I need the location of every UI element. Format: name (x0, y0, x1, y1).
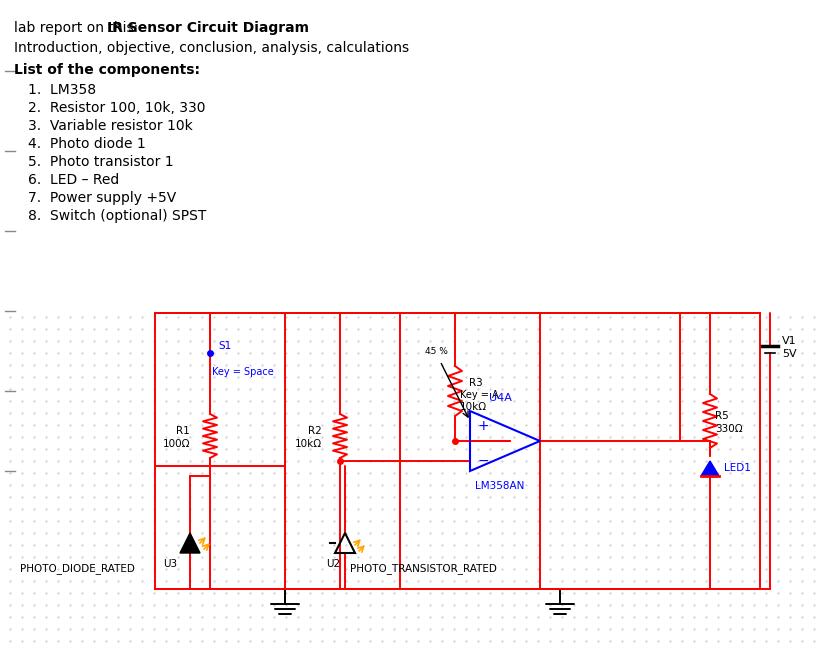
Text: 8.  Switch (optional) SPST: 8. Switch (optional) SPST (28, 209, 206, 223)
Text: R3: R3 (469, 378, 482, 388)
Text: LM358AN: LM358AN (474, 481, 524, 491)
Text: 100Ω: 100Ω (162, 439, 190, 449)
Text: −: − (478, 454, 489, 468)
Text: Introduction, objective, conclusion, analysis, calculations: Introduction, objective, conclusion, ana… (14, 41, 409, 55)
Text: 45 %: 45 % (425, 347, 447, 356)
Polygon shape (700, 461, 718, 476)
Text: List of the components:: List of the components: (14, 63, 200, 77)
Text: Key = A: Key = A (460, 390, 498, 400)
Text: 3.  Variable resistor 10k: 3. Variable resistor 10k (28, 119, 193, 133)
Text: PHOTO_DIODE_RATED: PHOTO_DIODE_RATED (20, 563, 135, 574)
Text: 7.  Power supply +5V: 7. Power supply +5V (28, 191, 176, 205)
Text: 6.  LED – Red: 6. LED – Red (28, 173, 119, 187)
Text: 2.  Resistor 100, 10k, 330: 2. Resistor 100, 10k, 330 (28, 101, 205, 115)
Text: 5V: 5V (781, 349, 796, 359)
Text: V1: V1 (781, 336, 796, 346)
Text: 4.  Photo diode 1: 4. Photo diode 1 (28, 137, 146, 151)
Text: U3: U3 (163, 559, 177, 569)
Text: 5.  Photo transistor 1: 5. Photo transistor 1 (28, 155, 173, 169)
Text: S1: S1 (218, 341, 231, 351)
Text: 330Ω: 330Ω (714, 424, 742, 434)
Text: R2: R2 (308, 426, 321, 436)
Text: +: + (478, 419, 489, 433)
Text: U4A: U4A (488, 393, 511, 403)
Polygon shape (180, 533, 200, 553)
Text: 10kΩ: 10kΩ (460, 402, 487, 412)
Text: LED1: LED1 (723, 463, 750, 473)
Text: U2: U2 (325, 559, 339, 569)
Text: 1.  LM358: 1. LM358 (28, 83, 96, 97)
Text: PHOTO_TRANSISTOR_RATED: PHOTO_TRANSISTOR_RATED (349, 563, 496, 574)
Text: IR Sensor Circuit Diagram: IR Sensor Circuit Diagram (107, 21, 309, 35)
Text: R5: R5 (714, 411, 728, 421)
Text: 10kΩ: 10kΩ (295, 439, 321, 449)
Text: R1: R1 (176, 426, 190, 436)
Text: lab report on this:: lab report on this: (14, 21, 142, 35)
Text: Key = Space: Key = Space (212, 367, 273, 377)
